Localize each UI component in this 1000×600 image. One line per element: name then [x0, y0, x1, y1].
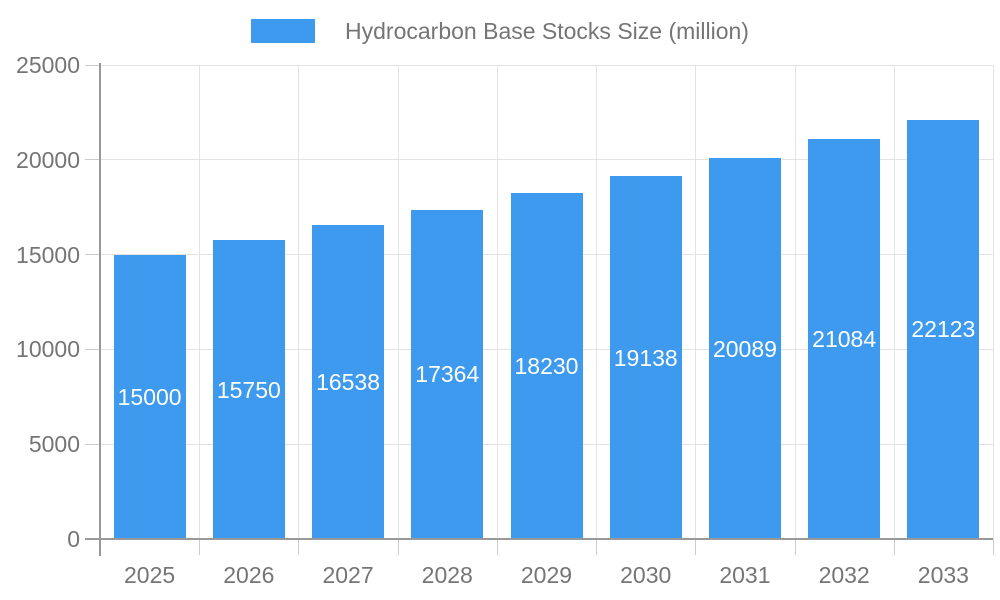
x-axis-label: 2026	[223, 562, 275, 588]
x-axis-label: 2029	[520, 562, 573, 588]
x-axis-label: 2033	[917, 562, 969, 588]
bar-value-label: 19138	[613, 344, 678, 371]
y-axis-label: 20000	[16, 146, 80, 173]
y-axis-tick	[85, 254, 100, 256]
bar-value-label: 20089	[712, 335, 777, 362]
y-axis-label: 15000	[16, 241, 80, 268]
x-axis-tick	[199, 539, 201, 555]
gridline-horizontal	[100, 64, 993, 66]
x-axis-tick	[893, 539, 895, 555]
x-axis-label: 2027	[322, 562, 374, 588]
x-axis-tick	[993, 539, 994, 555]
legend-label: Hydrocarbon Base Stocks Size (million)	[345, 17, 749, 44]
gridline-vertical	[298, 65, 300, 539]
bar-2025[interactable]	[113, 254, 186, 539]
bar-2032[interactable]	[808, 139, 881, 539]
gridline-vertical	[893, 65, 895, 539]
legend[interactable]: Hydrocarbon Base Stocks Size (million)	[0, 16, 1000, 46]
gridline-horizontal	[100, 159, 993, 161]
y-axis-label: 10000	[16, 336, 80, 363]
bar-2028[interactable]	[411, 209, 484, 539]
bar-value-label: 21084	[812, 326, 877, 353]
y-axis-tick	[85, 348, 100, 350]
y-axis-line	[99, 63, 101, 556]
bar-2033[interactable]	[907, 119, 980, 539]
x-axis-tick	[397, 539, 399, 555]
gridline-vertical	[496, 65, 498, 539]
bar-2030[interactable]	[609, 176, 682, 539]
y-axis-label: 5000	[28, 431, 80, 458]
x-axis-tick	[695, 539, 697, 555]
x-axis-label: 2031	[719, 562, 771, 588]
bar-value-label: 15750	[216, 376, 281, 403]
bar-value-label: 16538	[316, 369, 381, 396]
legend-swatch-icon	[251, 19, 316, 43]
x-axis-tick	[596, 539, 598, 555]
x-axis-tick	[298, 539, 300, 555]
x-axis-label: 2030	[620, 562, 672, 588]
bar-value-label: 22123	[911, 316, 976, 343]
gridline-vertical	[596, 65, 598, 539]
y-axis-tick	[85, 159, 100, 161]
bar-value-label: 18230	[514, 353, 579, 380]
bar-value-label: 15000	[117, 383, 182, 410]
y-axis-label: 0	[67, 526, 80, 552]
x-axis-label: 2032	[818, 562, 870, 588]
y-axis-label: 25000	[16, 52, 80, 78]
gridline-vertical	[993, 65, 994, 539]
gridline-vertical	[695, 65, 697, 539]
bar-2031[interactable]	[708, 158, 781, 539]
gridline-vertical	[794, 65, 796, 539]
bar-2026[interactable]	[212, 240, 285, 539]
bar-2029[interactable]	[510, 193, 583, 539]
gridline-vertical	[199, 65, 201, 539]
y-axis-tick	[85, 64, 100, 66]
bar-value-label: 17364	[415, 361, 480, 388]
gridline-vertical	[397, 65, 399, 539]
x-axis-line	[85, 538, 993, 540]
x-axis-tick	[794, 539, 796, 555]
x-axis-label: 2025	[124, 562, 176, 588]
x-axis-tick	[496, 539, 498, 555]
bar-2027[interactable]	[312, 225, 385, 539]
y-axis-tick	[85, 443, 100, 445]
x-axis-label: 2028	[421, 562, 473, 588]
